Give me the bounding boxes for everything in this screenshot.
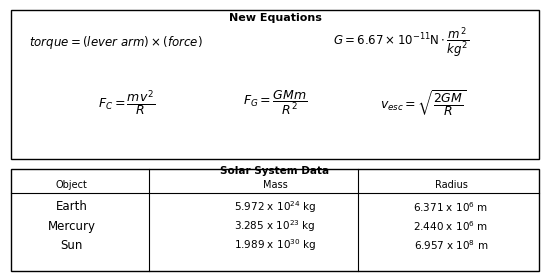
Text: Solar System Data: Solar System Data [221,166,329,176]
FancyBboxPatch shape [11,169,539,271]
Text: 5.972 x 10$^{24}$ kg: 5.972 x 10$^{24}$ kg [234,199,316,215]
Text: 6.371 x 10$^{6}$ m: 6.371 x 10$^{6}$ m [414,200,488,214]
Text: New Equations: New Equations [229,13,321,23]
Text: Mass: Mass [263,180,287,190]
Text: Radius: Radius [434,180,468,190]
Text: $F_C = \dfrac{mv^2}{R}$: $F_C = \dfrac{mv^2}{R}$ [98,88,155,118]
Text: 1.989 x 10$^{30}$ kg: 1.989 x 10$^{30}$ kg [234,237,316,253]
Text: $G = 6.67 \times 10^{-11}\mathrm{N} \cdot \dfrac{m^2}{kg^2}$: $G = 6.67 \times 10^{-11}\mathrm{N} \cdo… [333,25,470,60]
Text: 2.440 x 10$^{6}$ m: 2.440 x 10$^{6}$ m [414,219,488,233]
Text: 3.285 x 10$^{23}$ kg: 3.285 x 10$^{23}$ kg [234,218,316,234]
Text: 6.957 x 10$^{8}$ m: 6.957 x 10$^{8}$ m [414,238,488,252]
Text: $torque = (lever\ arm) \times (force)$: $torque = (lever\ arm) \times (force)$ [29,34,202,51]
Text: Mercury: Mercury [47,219,96,233]
Text: $v_{esc} = \sqrt{\dfrac{2GM}{R}}$: $v_{esc} = \sqrt{\dfrac{2GM}{R}}$ [380,88,467,118]
Text: Earth: Earth [56,200,87,213]
Text: Sun: Sun [60,239,82,252]
FancyBboxPatch shape [11,10,539,159]
Text: $F_G = \dfrac{GMm}{R^2}$: $F_G = \dfrac{GMm}{R^2}$ [243,89,307,117]
Text: Object: Object [56,180,87,190]
